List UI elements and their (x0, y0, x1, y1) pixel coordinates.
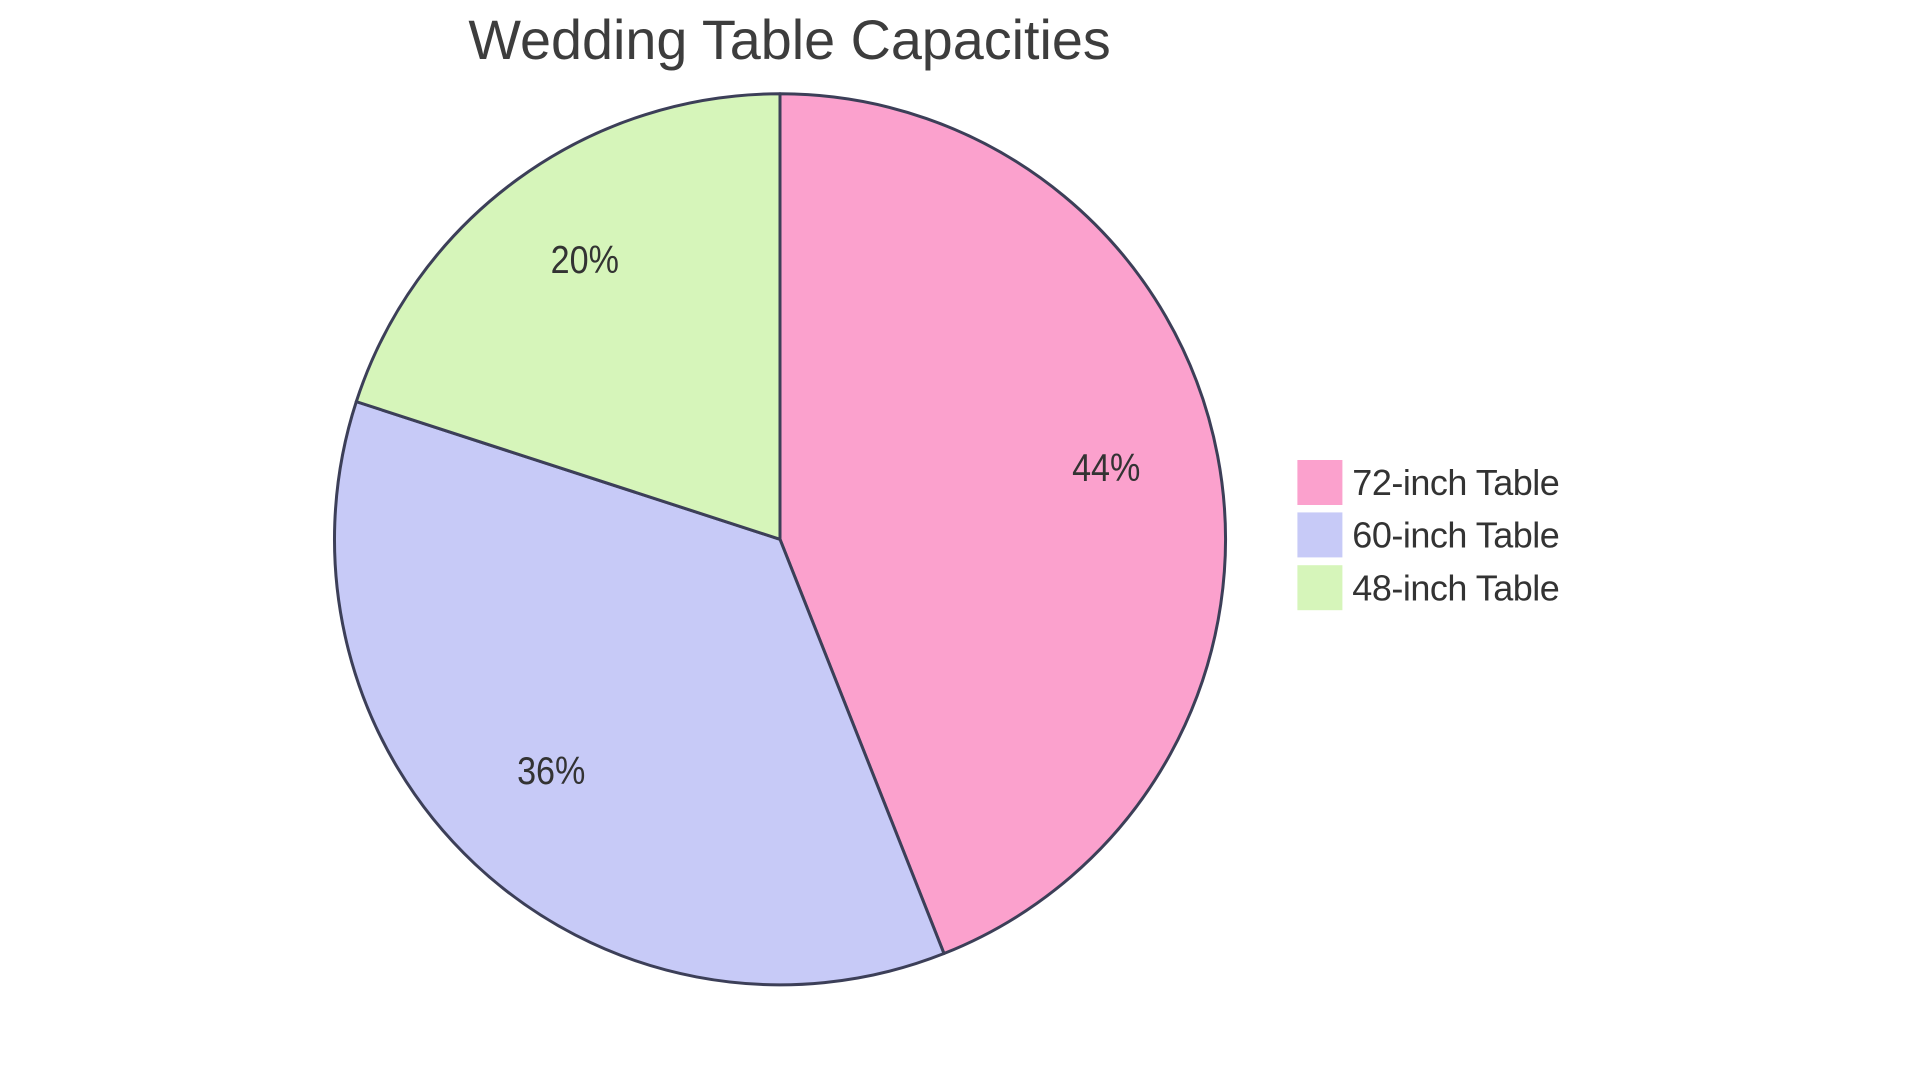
svg-text:36%: 36% (517, 749, 585, 793)
svg-text:60-inch Table: 60-inch Table (1352, 514, 1560, 555)
svg-text:72-inch Table: 72-inch Table (1352, 462, 1560, 503)
svg-text:48-inch Table: 48-inch Table (1352, 568, 1560, 609)
svg-text:Wedding Table Capacities: Wedding Table Capacities (468, 8, 1110, 71)
svg-text:20%: 20% (551, 238, 619, 282)
svg-text:44%: 44% (1072, 446, 1140, 490)
